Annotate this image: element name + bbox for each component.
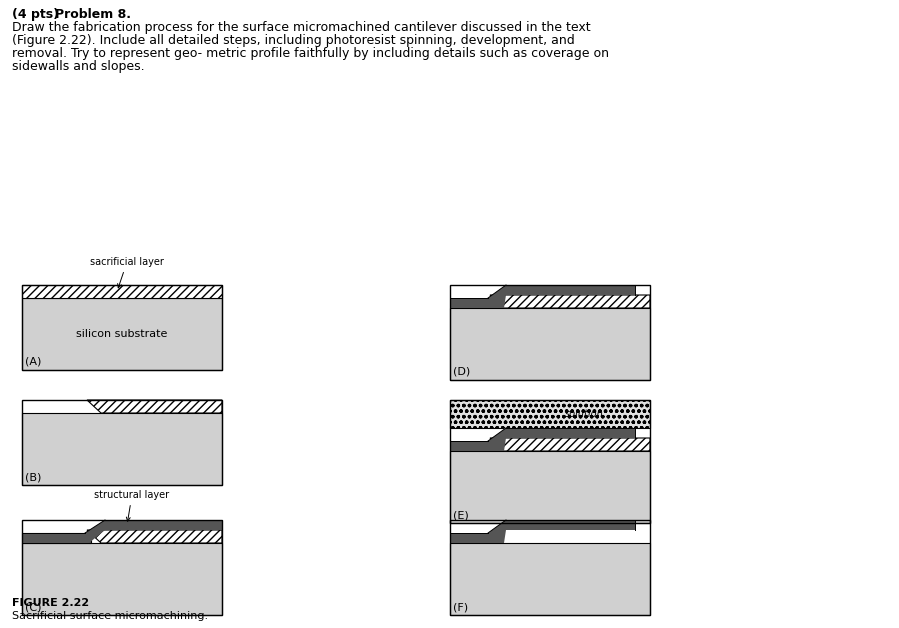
Bar	[22, 413, 222, 485]
Text: (D): (D)	[453, 367, 470, 377]
Bar	[22, 285, 222, 370]
Text: (E): (E)	[453, 510, 468, 520]
Text: (C): (C)	[25, 602, 41, 612]
Bar	[22, 533, 87, 543]
Bar	[450, 451, 650, 523]
Text: sacrificial layer: sacrificial layer	[90, 257, 164, 288]
Polygon shape	[488, 428, 506, 451]
Polygon shape	[490, 295, 650, 308]
Text: structural layer: structural layer	[94, 490, 170, 521]
Bar	[504, 520, 635, 530]
Text: solution: solution	[565, 409, 604, 419]
Bar	[450, 441, 490, 451]
Text: (Figure 2.22). Include all detailed steps, including photoresist spinning, devel: (Figure 2.22). Include all detailed step…	[12, 34, 574, 47]
Bar	[450, 533, 490, 543]
Bar	[450, 298, 490, 308]
Bar	[450, 543, 650, 615]
Bar	[504, 285, 635, 295]
Text: Sacrificial surface micromachining.: Sacrificial surface micromachining.	[12, 611, 209, 621]
Text: silicon substrate: silicon substrate	[76, 329, 168, 339]
Bar	[450, 308, 650, 380]
Bar	[450, 400, 650, 523]
Bar	[450, 520, 650, 615]
Text: (B): (B)	[25, 472, 41, 482]
Polygon shape	[87, 530, 222, 543]
Polygon shape	[490, 438, 650, 451]
Text: Problem 8.: Problem 8.	[55, 8, 131, 21]
Bar	[22, 543, 222, 615]
Polygon shape	[488, 285, 506, 308]
Text: FIGURE 2.22: FIGURE 2.22	[12, 598, 89, 608]
Bar	[504, 428, 635, 438]
Bar	[22, 285, 222, 298]
Bar	[22, 533, 91, 543]
Bar	[450, 400, 650, 428]
Text: Draw the fabrication process for the surface micromachined cantilever discussed : Draw the fabrication process for the sur…	[12, 21, 591, 34]
Text: sidewalls and slopes.: sidewalls and slopes.	[12, 60, 145, 73]
Bar	[22, 520, 222, 615]
Bar	[450, 285, 650, 380]
Text: removal. Try to represent geo- metric profile faithfully by including details su: removal. Try to represent geo- metric pr…	[12, 47, 609, 60]
Polygon shape	[488, 520, 506, 543]
Bar	[103, 520, 222, 530]
Polygon shape	[87, 400, 222, 413]
Bar	[22, 400, 222, 485]
Text: (F): (F)	[453, 602, 468, 612]
Text: (4 pts): (4 pts)	[12, 8, 63, 21]
Polygon shape	[85, 520, 105, 543]
Bar	[22, 298, 222, 370]
Text: (A): (A)	[25, 357, 41, 367]
